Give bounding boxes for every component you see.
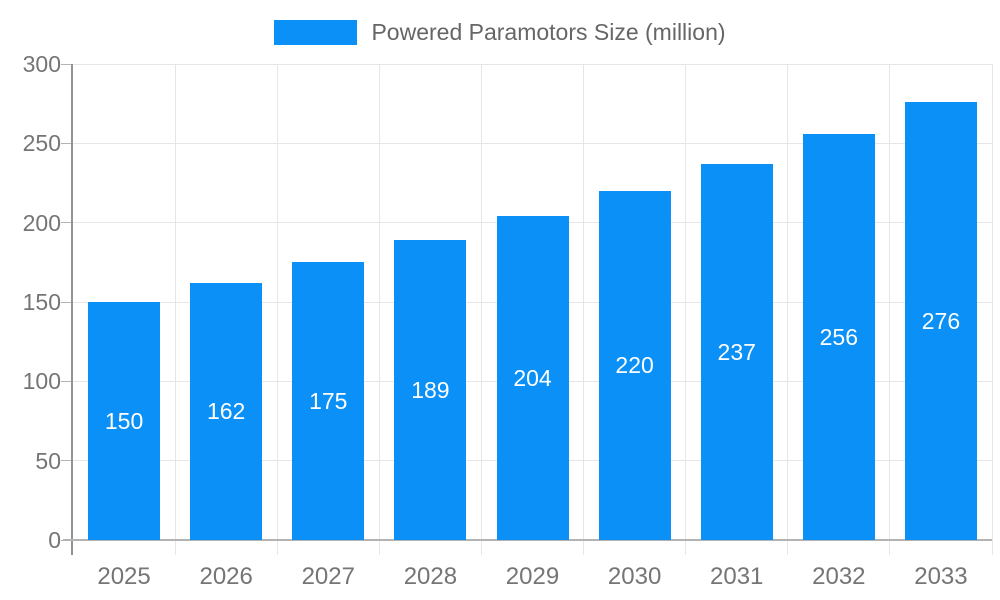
gridline-vertical [480,64,482,555]
gridline-vertical [685,64,687,555]
y-axis-tick [61,301,71,303]
x-axis-tick-label: 2028 [403,563,458,590]
y-axis-tick [61,222,71,224]
y-axis-line [71,64,73,555]
bar-2032[interactable] [802,133,875,540]
x-axis-line [63,539,992,541]
plot-area: 0 50 100 150 200 250 300 150 2025 162 2026 175 2027 1… [23,52,993,590]
chart-legend[interactable]: Powered Paramotors Size (million) [0,20,1000,45]
gridline-vertical [276,64,278,555]
y-axis-tick-label: 50 [35,447,61,474]
legend-swatch [274,20,358,45]
y-axis-tick [61,460,71,462]
legend-label: Powered Paramotors Size (million) [371,19,726,45]
x-axis-tick-label: 2031 [710,563,764,590]
x-axis-tick-label: 2033 [914,563,968,590]
gridline-vertical [787,64,789,555]
x-axis-tick-label: 2032 [812,563,866,590]
x-axis-tick-label: 2026 [199,563,253,590]
bar-2030[interactable] [598,190,671,540]
bar-2031[interactable] [700,163,773,540]
gridline-horizontal [73,142,992,144]
bar-2029[interactable] [496,216,569,540]
bar-2026[interactable] [190,282,263,540]
gridline-vertical [378,64,380,555]
gridline-vertical [991,64,993,555]
y-axis-tick-label: 0 [48,527,61,553]
x-axis-tick-label: 2025 [97,563,151,590]
bar-2025[interactable] [88,302,161,540]
y-axis-tick [61,142,71,144]
x-axis-tick-label: 2029 [505,563,560,590]
x-axis-tick-label: 2030 [607,563,662,590]
y-axis-tick [61,380,71,382]
y-axis-tick-label: 150 [22,289,61,315]
gridline-vertical [889,64,891,555]
bar-2027[interactable] [292,262,365,540]
y-axis-tick-label: 300 [22,51,61,77]
gridline-vertical [583,64,585,555]
gridline-vertical [174,64,176,555]
y-axis-tick-label: 200 [22,209,61,236]
x-axis-tick-label: 2027 [301,563,355,590]
y-axis-tick [61,63,71,65]
gridline-horizontal [73,63,992,65]
bar-2028[interactable] [394,240,467,540]
bar-2033[interactable] [904,102,977,540]
y-axis-tick-label: 100 [22,368,61,395]
y-axis-tick-label: 250 [22,130,61,157]
